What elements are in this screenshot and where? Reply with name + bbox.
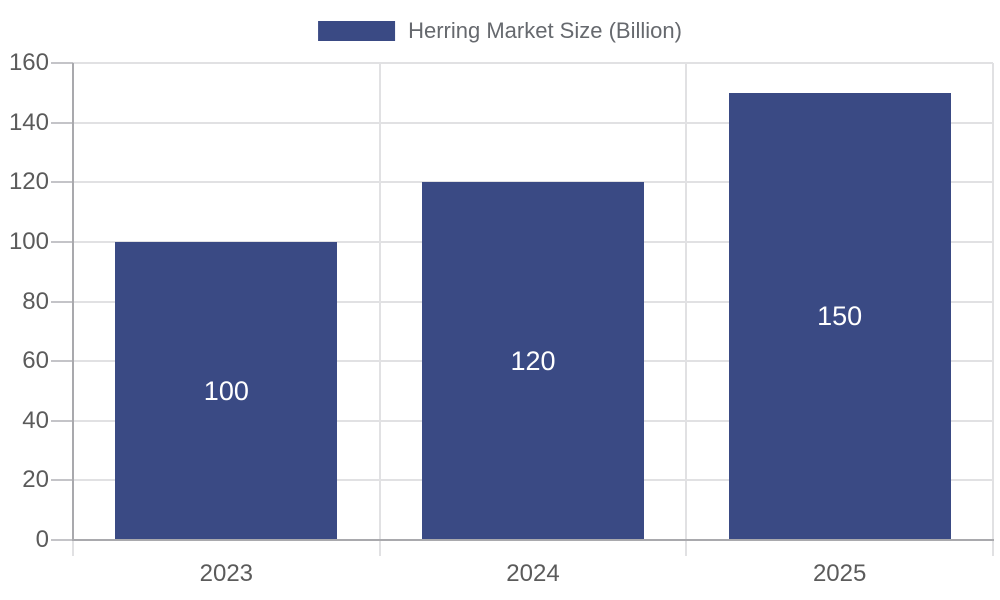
gridline-horizontal [73,121,993,124]
y-tick-label: 140 [8,108,49,136]
y-axis-tick [51,62,73,64]
y-axis-tick [51,479,73,482]
gridline-vertical [992,63,994,540]
y-tick-label: 120 [8,168,49,196]
y-axis-tick [51,419,73,422]
bar-value-label: 100 [203,375,249,406]
bar[interactable] [728,92,951,540]
gridline-vertical [378,63,381,540]
bar-value-label: 150 [817,301,863,332]
legend-swatch [318,21,396,41]
x-tick-label: 2025 [812,560,867,587]
bar[interactable] [115,241,338,540]
x-axis-tick [378,540,381,556]
x-axis-tick [685,540,688,556]
y-axis-tick [51,360,73,363]
x-tick-label: 2023 [199,560,254,587]
legend[interactable]: Herring Market Size (Billion) [318,16,682,46]
y-tick-label: 0 [35,526,49,553]
x-tick-label: 2024 [506,560,560,587]
x-axis-tick [72,540,74,556]
bar-value-label: 120 [510,346,556,377]
gridline-horizontal [73,62,993,64]
y-tick-label: 160 [8,49,49,76]
y-tick-label: 40 [22,406,49,434]
y-axis-tick [51,121,73,124]
y-tick-label: 60 [22,347,49,375]
y-tick-label: 80 [22,287,49,315]
y-axis-line [72,63,74,540]
y-tick-label: 100 [8,227,49,255]
gridline-vertical [685,63,688,540]
bar[interactable] [422,182,644,540]
y-tick-label: 20 [22,466,49,494]
x-axis-tick [992,540,994,556]
y-axis-tick [51,181,73,184]
y-axis-tick [51,300,73,303]
y-axis-tick [51,240,73,243]
legend-label: Herring Market Size (Billion) [408,18,682,43]
y-axis-tick [51,539,73,541]
x-axis-line [72,539,994,541]
